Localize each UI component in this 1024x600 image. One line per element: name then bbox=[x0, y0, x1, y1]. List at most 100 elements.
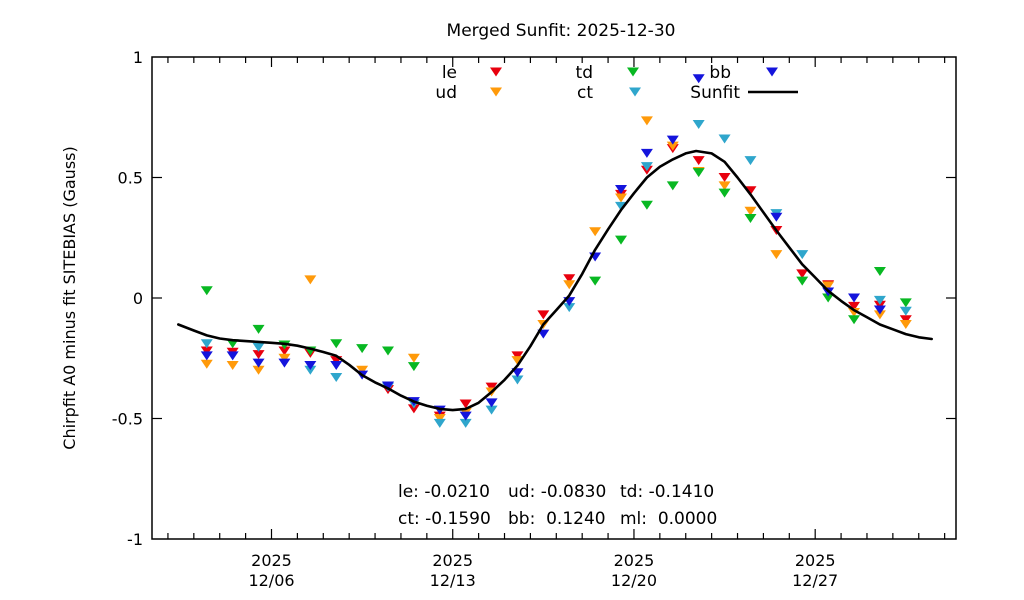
td-point bbox=[640, 200, 653, 210]
legend-label-le: le bbox=[442, 63, 457, 83]
le-point bbox=[200, 346, 213, 356]
axes-group: 202512/06202512/13202512/20202512/2710.5… bbox=[112, 48, 957, 590]
ud-point bbox=[848, 307, 861, 317]
x-tick-label-year: 2025 bbox=[614, 551, 655, 570]
le-point bbox=[537, 310, 550, 320]
td-point bbox=[744, 213, 757, 223]
td-point bbox=[589, 276, 602, 286]
ud-point bbox=[226, 360, 239, 370]
ud-point bbox=[433, 414, 446, 423]
le-point bbox=[718, 173, 731, 182]
td-point bbox=[796, 276, 809, 286]
ct-point bbox=[485, 405, 498, 415]
ud-point bbox=[563, 280, 576, 290]
le-point bbox=[873, 300, 886, 310]
legend-marker-bb bbox=[766, 67, 778, 77]
ct-point bbox=[200, 339, 213, 349]
legend-marker-td bbox=[627, 67, 639, 77]
ud-point bbox=[511, 356, 524, 366]
bb-point bbox=[485, 398, 498, 408]
sunfit-curve bbox=[177, 149, 933, 412]
stat-ct: ct: -0.1590 bbox=[398, 509, 491, 529]
ud-point bbox=[822, 281, 835, 291]
stat-ml: ml: 0.0000 bbox=[620, 509, 717, 529]
ud-point bbox=[666, 141, 679, 151]
ud-point bbox=[744, 206, 757, 216]
x-tick-label-date: 12/20 bbox=[611, 571, 657, 590]
stat-le: le: -0.0210 bbox=[398, 482, 490, 502]
bb-point bbox=[770, 212, 783, 222]
td-point bbox=[718, 188, 731, 198]
legend-marker-le bbox=[490, 67, 502, 77]
ct-point bbox=[433, 418, 446, 428]
td-point bbox=[330, 339, 343, 349]
ud-point bbox=[589, 227, 602, 237]
td-point bbox=[382, 346, 395, 356]
chart-title: Merged Sunfit: 2025-12-30 bbox=[447, 21, 676, 41]
td-point bbox=[356, 344, 369, 354]
le-point bbox=[563, 274, 576, 284]
td-point bbox=[252, 324, 265, 334]
ud-point bbox=[615, 193, 628, 203]
bb-point bbox=[640, 148, 653, 158]
bb-point bbox=[252, 358, 265, 368]
x-tick-label-year: 2025 bbox=[432, 551, 473, 570]
data-points-group bbox=[200, 74, 912, 428]
ct-point bbox=[459, 418, 472, 428]
ud-point bbox=[356, 365, 369, 375]
ct-point bbox=[873, 295, 886, 305]
y-tick-label: 0 bbox=[133, 289, 143, 308]
legend-marker-ud bbox=[490, 87, 502, 97]
legend-label-ct: ct bbox=[577, 83, 593, 103]
fit-curve-group bbox=[177, 149, 933, 412]
fit-stats-group: le: -0.0210 ud: -0.0830 td: -0.1410 ct: -0.… bbox=[398, 482, 717, 529]
le-point bbox=[848, 301, 861, 311]
bb-point bbox=[459, 411, 472, 421]
bb-point bbox=[226, 351, 239, 361]
td-point bbox=[822, 293, 835, 303]
bb-point bbox=[666, 135, 679, 145]
le-point bbox=[485, 382, 498, 392]
ct-point bbox=[563, 303, 576, 313]
y-axis-label: Chirpfit A0 minus fit SITEBIAS (Gauss) bbox=[60, 146, 79, 449]
bb-point bbox=[615, 185, 628, 195]
ct-point bbox=[640, 162, 653, 172]
ud-point bbox=[770, 250, 783, 260]
stat-td: td: -0.1410 bbox=[620, 482, 714, 502]
y-tick-label: -1 bbox=[127, 530, 143, 549]
ct-point bbox=[718, 134, 731, 144]
le-point bbox=[899, 315, 912, 325]
le-point bbox=[278, 346, 291, 356]
bb-point bbox=[330, 360, 343, 370]
ct-point bbox=[304, 365, 317, 375]
stat-bb: bb: 0.1240 bbox=[508, 509, 606, 529]
bb-point bbox=[200, 351, 213, 361]
bb-point bbox=[848, 293, 861, 303]
bb-point bbox=[382, 381, 395, 391]
legend-marker-ct bbox=[629, 87, 641, 97]
legend-label-bb: bb bbox=[709, 63, 731, 83]
x-tick-label-date: 12/06 bbox=[248, 571, 294, 590]
td-point bbox=[899, 298, 912, 308]
td-point bbox=[873, 266, 886, 276]
le-point bbox=[407, 404, 420, 414]
ct-point bbox=[744, 156, 757, 166]
x-tick-label-year: 2025 bbox=[251, 551, 292, 570]
td-point bbox=[692, 168, 705, 178]
td-point bbox=[200, 286, 213, 296]
stat-ud: ud: -0.0830 bbox=[508, 482, 606, 502]
bb-point bbox=[692, 74, 705, 84]
ud-point bbox=[252, 365, 265, 375]
y-tick-label: -0.5 bbox=[112, 410, 143, 429]
x-tick-label-date: 12/27 bbox=[792, 571, 838, 590]
legend-label-td: td bbox=[576, 63, 593, 83]
le-point bbox=[796, 269, 809, 279]
ct-point bbox=[899, 306, 912, 316]
legend-label-ud: ud bbox=[435, 83, 457, 103]
ud-point bbox=[718, 181, 731, 191]
ct-point bbox=[330, 373, 343, 383]
ud-point bbox=[899, 320, 912, 330]
